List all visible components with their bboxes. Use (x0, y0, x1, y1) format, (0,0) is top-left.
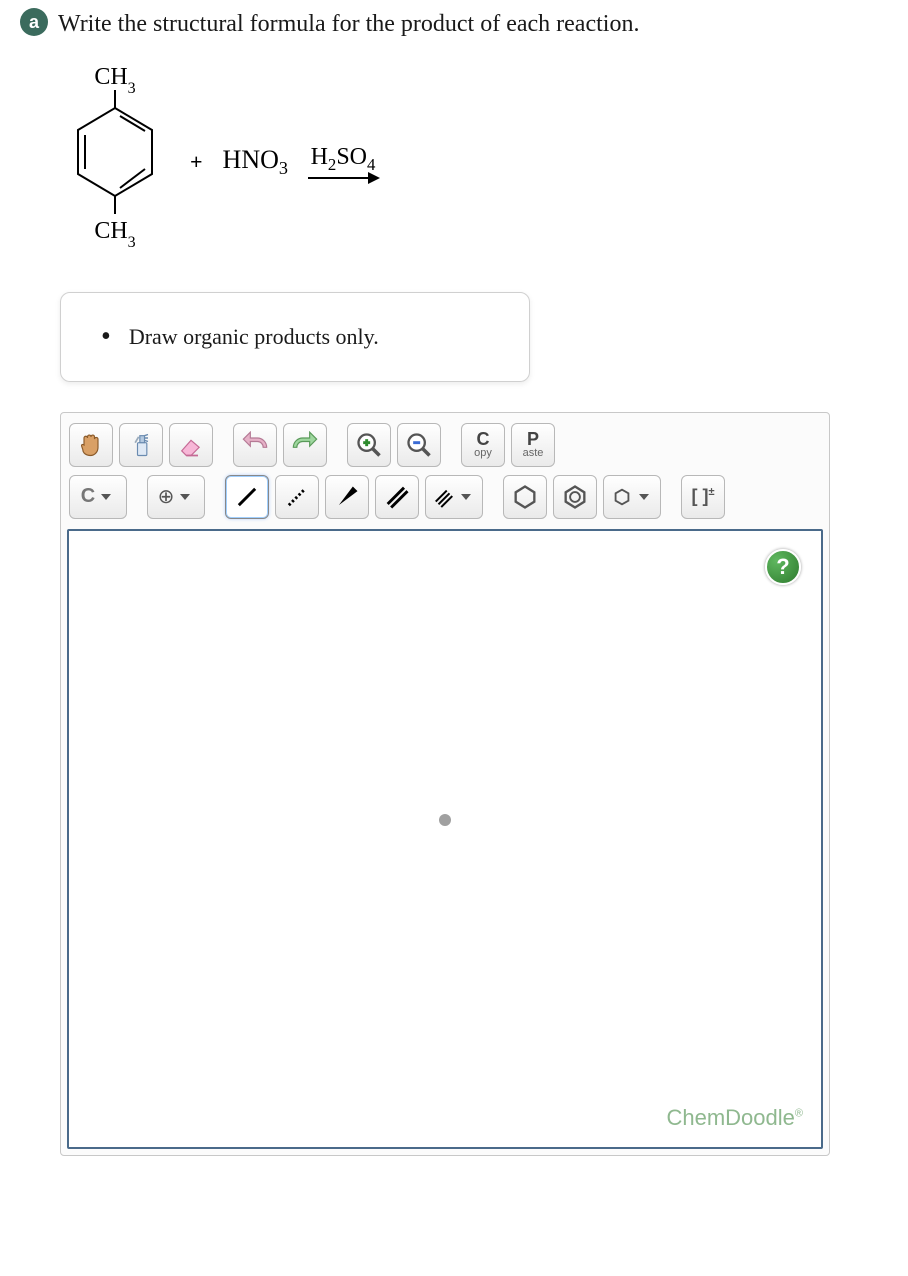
chevron-down-icon (639, 494, 649, 500)
bracket-button[interactable]: [ ]± (681, 475, 725, 519)
pan-button[interactable] (69, 423, 113, 467)
arrow-line (308, 177, 378, 179)
chevron-down-icon (101, 494, 111, 500)
paste-button[interactable]: Paste (511, 423, 555, 467)
ring-icon (611, 483, 633, 511)
paste-big: P (527, 430, 539, 448)
single-bond-button[interactable] (225, 475, 269, 519)
canvas-cursor-dot (439, 814, 451, 826)
undo-icon (241, 431, 269, 459)
part-badge: a (20, 8, 48, 36)
triple-bond-button[interactable] (425, 475, 483, 519)
hand-icon (77, 431, 105, 459)
toolbar-row-1: Copy Paste (67, 419, 823, 471)
zoom-in-button[interactable] (347, 423, 391, 467)
cyclohexane-button[interactable] (503, 475, 547, 519)
toolbar-row-2: C ⊕ (67, 471, 823, 523)
dashed-bond-button[interactable] (275, 475, 319, 519)
reaction-scheme: CH3 CH3 + HNO3 H2SO4 (60, 62, 888, 262)
substrate-molecule: CH3 CH3 (60, 62, 170, 262)
chevron-down-icon (180, 494, 190, 500)
ch3-bottom-label: CH3 (94, 218, 135, 251)
spray-icon (127, 431, 155, 459)
chevron-down-icon (461, 494, 471, 500)
copy-small: opy (474, 448, 492, 459)
hint-box: • Draw organic products only. (60, 292, 530, 382)
charge-picker[interactable]: ⊕ (147, 475, 205, 519)
double-bond-icon (383, 483, 411, 511)
benzene-icon (561, 483, 589, 511)
erase-button[interactable] (169, 423, 213, 467)
question-text: Write the structural formula for the pro… (58, 8, 639, 42)
single-bond-icon (233, 483, 261, 511)
reaction-arrow: H2SO4 (308, 144, 378, 179)
wedge-bond-icon (333, 483, 361, 511)
triple-bond-icon (433, 483, 455, 511)
clean-button[interactable] (119, 423, 163, 467)
element-label: C (81, 485, 95, 508)
double-bond-button[interactable] (375, 475, 419, 519)
ring-picker[interactable] (603, 475, 661, 519)
eraser-icon (177, 431, 205, 459)
dashed-bond-icon (283, 483, 311, 511)
copy-button[interactable]: Copy (461, 423, 505, 467)
zoom-in-icon (355, 431, 383, 459)
help-button[interactable]: ? (765, 549, 801, 585)
element-picker[interactable]: C (69, 475, 127, 519)
hexagon-icon (511, 483, 539, 511)
p-xylene-structure: CH3 CH3 (60, 62, 170, 262)
chemdoodle-watermark: ChemDoodle® (666, 1105, 803, 1131)
paste-small: aste (523, 448, 544, 459)
plus-sign: + (190, 149, 203, 175)
zoom-out-button[interactable] (397, 423, 441, 467)
drawing-canvas[interactable]: ? ChemDoodle® (67, 529, 823, 1149)
redo-button[interactable] (283, 423, 327, 467)
copy-big: C (477, 430, 490, 448)
wedge-bond-button[interactable] (325, 475, 369, 519)
charge-label: ⊕ (158, 484, 175, 509)
benzene-button[interactable] (553, 475, 597, 519)
bracket-label: [ ]± (691, 486, 714, 507)
reagent-hno3: HNO3 (223, 145, 288, 179)
redo-icon (291, 431, 319, 459)
arrow-label-h2so4: H2SO4 (311, 144, 376, 175)
hint-text: Draw organic products only. (129, 324, 379, 350)
chemdoodle-widget: Copy Paste C ⊕ (60, 412, 830, 1156)
zoom-out-icon (405, 431, 433, 459)
bullet-icon: • (101, 321, 111, 353)
undo-button[interactable] (233, 423, 277, 467)
